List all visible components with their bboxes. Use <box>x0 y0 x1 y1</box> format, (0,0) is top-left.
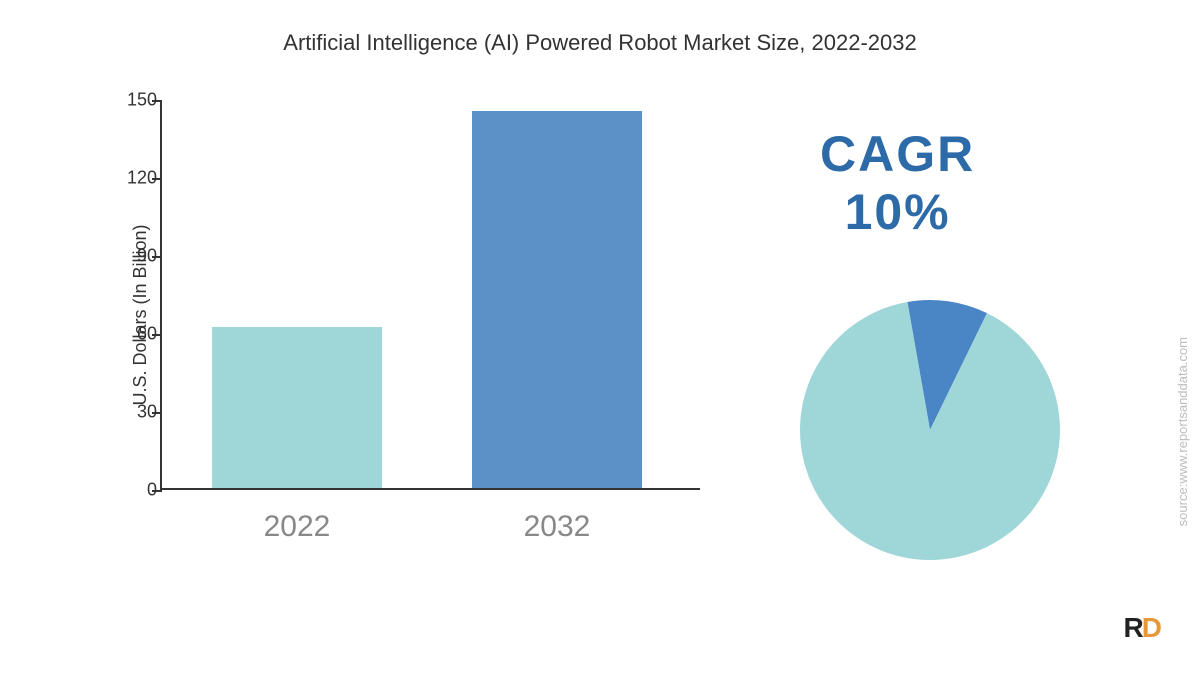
y-tick-label: 60 <box>117 324 157 345</box>
y-tick-label: 30 <box>117 402 157 423</box>
bar-chart: U.S. Dollars (In Billion) 03060901201502… <box>120 100 700 530</box>
cagr-label: CAGR <box>820 125 975 183</box>
bar-2032 <box>472 111 642 488</box>
y-tick-label: 0 <box>117 480 157 501</box>
y-tick-label: 120 <box>117 168 157 189</box>
y-tick-label: 90 <box>117 246 157 267</box>
x-label-2022: 2022 <box>264 510 331 544</box>
chart-title: Artificial Intelligence (AI) Powered Rob… <box>0 0 1200 56</box>
logo: RD <box>1124 612 1160 644</box>
x-label-2032: 2032 <box>524 510 591 544</box>
bar-2022 <box>212 327 382 488</box>
plot-area: 030609012015020222032 <box>160 100 700 490</box>
y-tick-label: 150 <box>117 90 157 111</box>
cagr-block: CAGR 10% <box>820 125 975 241</box>
cagr-value: 10% <box>820 183 975 241</box>
source-text: source:www.reportsanddata.com <box>1175 337 1190 526</box>
pie-chart <box>790 290 1070 570</box>
logo-d: D <box>1142 612 1160 643</box>
logo-r: R <box>1124 612 1142 643</box>
